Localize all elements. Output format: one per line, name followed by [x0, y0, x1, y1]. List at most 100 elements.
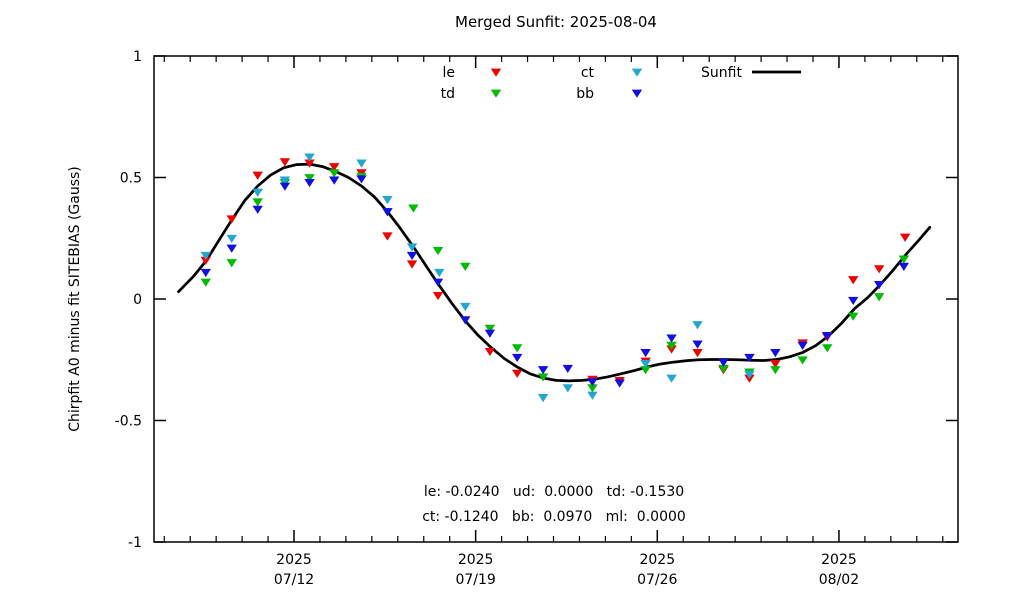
chart-title: Merged Sunfit: 2025-08-04 [455, 13, 657, 31]
data-point-td [587, 384, 598, 393]
data-point-bb [329, 176, 340, 185]
x-tick-label-date: 07/26 [637, 572, 677, 588]
data-point-ct [226, 234, 237, 244]
data-point-bb [873, 281, 885, 290]
data-point-le [848, 276, 859, 285]
data-point-bb [587, 378, 598, 387]
x-tick-label-year: 2025 [821, 552, 857, 568]
y-tick-label: 0.5 [120, 171, 142, 187]
data-point-ct [200, 251, 211, 261]
data-point-td [432, 247, 444, 256]
data-point-td [408, 204, 419, 213]
y-tick-label: -0.5 [115, 414, 142, 430]
legend-marker-ct [631, 68, 643, 77]
x-tick-label-year: 2025 [639, 552, 675, 568]
data-point-td [329, 169, 340, 178]
data-point-ct [382, 195, 393, 205]
data-point-le [873, 265, 885, 274]
data-point-bb [614, 379, 625, 388]
data-point-ct [587, 391, 598, 400]
data-point-bb [797, 341, 808, 350]
x-tick-label-year: 2025 [276, 552, 312, 568]
axis-box [153, 55, 959, 543]
data-point-ct [537, 394, 549, 403]
data-point-td [460, 262, 471, 271]
data-point-bb [562, 364, 573, 374]
data-point-le [200, 256, 211, 265]
data-point-td [200, 278, 211, 287]
data-point-ct [252, 188, 263, 197]
data-point-td [226, 259, 237, 268]
data-point-le [432, 291, 444, 301]
y-tick-label: 0 [133, 292, 142, 308]
legend-marker-td [490, 89, 502, 98]
data-point-bb [200, 268, 211, 278]
y-tick-label: -1 [128, 535, 142, 551]
data-point-bb [511, 353, 523, 363]
y-axis-label: Chirpfit A0 minus fit SITEBIAS (Gauss) [67, 166, 83, 432]
data-point-bb [848, 296, 859, 306]
y-tick-label: 1 [133, 49, 142, 65]
data-point-td [252, 198, 263, 207]
legend-label-le: le [442, 65, 455, 81]
data-point-ct [279, 176, 291, 185]
x-tick-label-date: 07/19 [455, 572, 495, 588]
data-point-ct [304, 153, 315, 162]
data-point-le [279, 158, 291, 167]
data-point-td [640, 366, 651, 375]
data-point-ct [406, 243, 418, 252]
data-point-td [822, 344, 833, 353]
data-point-le [692, 349, 703, 358]
data-point-td [304, 174, 315, 183]
data-point-td [848, 312, 859, 321]
data-point-le [382, 232, 393, 241]
data-point-td [898, 255, 910, 264]
data-point-bb [822, 332, 833, 341]
data-point-td [770, 366, 781, 375]
data-point-bb [356, 175, 367, 184]
data-point-ct [744, 370, 755, 380]
data-point-ct [666, 374, 677, 383]
data-point-le [252, 171, 263, 180]
legend-label-bb: bb [576, 86, 594, 102]
data-point-ct [692, 321, 703, 330]
data-point-bb [744, 353, 755, 363]
data-point-bb [692, 340, 703, 349]
data-point-td [537, 373, 549, 382]
data-point-bb [537, 366, 549, 375]
data-point-td [873, 293, 885, 302]
annotation-line-1: le: -0.0240 ud: 0.0000 td: -0.1530 [423, 484, 685, 500]
legend-marker-le [490, 68, 502, 77]
data-point-le [304, 159, 315, 168]
data-point-le [770, 359, 781, 369]
data-point-bb [640, 349, 651, 358]
data-point-td [484, 324, 496, 333]
data-point-ct [640, 359, 651, 369]
data-point-bb [432, 278, 444, 287]
data-point-bb [406, 251, 418, 261]
data-point-td [797, 356, 808, 365]
data-point-bb [382, 208, 393, 217]
legend-label-sunfit: Sunfit [701, 65, 742, 81]
data-point-bb [279, 182, 291, 191]
legend-label-td: td [441, 86, 455, 102]
annotation-line-2: ct: -0.1240 bb: 0.0970 ml: 0.0000 [422, 509, 686, 525]
data-point-ct [562, 384, 573, 393]
data-point-le [406, 260, 418, 269]
data-point-bb [666, 334, 677, 343]
data-point-bb [770, 349, 781, 358]
data-point-le [329, 163, 340, 172]
data-point-bb [484, 329, 496, 338]
data-point-bb [898, 262, 910, 271]
data-point-bb [718, 358, 729, 367]
data-point-le [226, 215, 237, 224]
data-point-le [511, 369, 523, 378]
x-tick-label-year: 2025 [458, 552, 494, 568]
data-point-ct [460, 302, 471, 312]
data-point-bb [460, 316, 471, 325]
data-point-ct [434, 268, 445, 278]
legend-marker-bb [631, 89, 643, 98]
x-tick-label-date: 07/12 [274, 572, 314, 588]
